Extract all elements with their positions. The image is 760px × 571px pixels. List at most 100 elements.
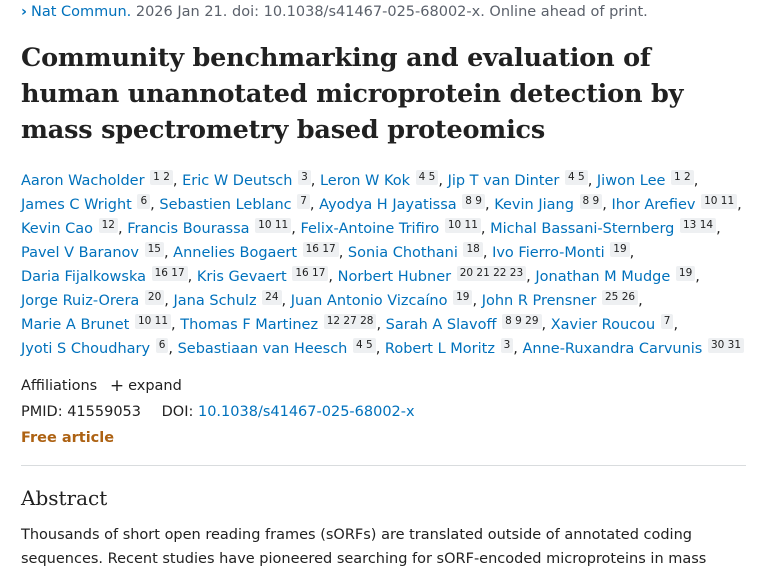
author-name-link[interactable]: Sebastiaan van Heesch bbox=[177, 341, 348, 357]
affiliation-number-button[interactable]: 13 14 bbox=[680, 218, 717, 233]
affiliation-number-button[interactable]: 6 bbox=[155, 338, 169, 353]
affiliations-expand-button[interactable]: + expand bbox=[109, 376, 182, 396]
affiliation-number-button[interactable]: 20 21 22 23 bbox=[456, 266, 527, 281]
author-item: Kevin Cao 12, bbox=[21, 218, 123, 237]
author-item: Juan Antonio Vizcaíno 19, bbox=[290, 290, 478, 309]
author-item: Leron W Kok 4 5, bbox=[319, 170, 443, 189]
author-name-link[interactable]: James C Wright bbox=[21, 197, 132, 213]
author-name-link[interactable]: Jyoti S Choudhary bbox=[21, 341, 151, 357]
author-item: Sebastien Leblanc 7, bbox=[159, 194, 315, 213]
affiliation-number-button[interactable]: 8 9 29 bbox=[502, 314, 542, 329]
author-name-link[interactable]: Leron W Kok bbox=[319, 173, 411, 189]
author-name-link[interactable]: Norbert Hubner bbox=[337, 269, 452, 285]
author-name-link[interactable]: Anne-Ruxandra Carvunis bbox=[522, 341, 703, 357]
affiliations-row: Affiliations + expand bbox=[21, 376, 182, 396]
affiliation-number-button[interactable]: 16 17 bbox=[302, 242, 339, 257]
author-name-link[interactable]: Daria Fijalkowska bbox=[21, 269, 146, 285]
author-name-link[interactable]: Francis Bourassa bbox=[127, 221, 250, 237]
author-name-link[interactable]: Ihor Arefiev bbox=[611, 197, 696, 213]
affiliation-number-button[interactable]: 3 bbox=[298, 170, 311, 185]
affiliation-number-button[interactable]: 10 11 bbox=[701, 194, 738, 209]
author-item: Ihor Arefiev 10 11, bbox=[611, 194, 742, 213]
affiliation-number-button[interactable]: 19 bbox=[610, 242, 630, 257]
author-name-link[interactable]: Jonathan M Mudge bbox=[535, 269, 671, 285]
author-name-link[interactable]: Sebastien Leblanc bbox=[159, 197, 292, 213]
affiliation-number-button[interactable]: 8 9 bbox=[462, 194, 485, 209]
affiliation-number-button[interactable]: 24 bbox=[262, 290, 282, 305]
pmid-label: PMID: bbox=[21, 404, 63, 420]
affiliation-number-button[interactable]: 10 11 bbox=[134, 314, 172, 329]
author-item: James C Wright 6, bbox=[21, 194, 155, 213]
affiliation-number-button[interactable]: 20 bbox=[144, 290, 165, 305]
affiliation-number-button[interactable]: 12 27 28 bbox=[323, 314, 377, 329]
author-item: Norbert Hubner 20 21 22 23, bbox=[337, 266, 531, 285]
author-item: Eric W Deutsch 3, bbox=[182, 170, 316, 189]
affiliation-number-button[interactable]: 4 5 bbox=[564, 170, 588, 185]
author-name-link[interactable]: Felix-Antoine Trifiro bbox=[300, 221, 440, 237]
author-name-link[interactable]: Sarah A Slavoff bbox=[385, 317, 497, 333]
author-item: Robert L Moritz 3, bbox=[384, 338, 518, 357]
author-name-link[interactable]: John R Prensner bbox=[481, 293, 597, 309]
affiliation-number-button[interactable]: 30 31 bbox=[707, 338, 745, 353]
author-item: Felix-Antoine Trifiro 10 11, bbox=[300, 218, 486, 237]
author-name-link[interactable]: Annelies Bogaert bbox=[173, 245, 298, 261]
free-article-badge: Free article bbox=[21, 430, 115, 446]
author-name-link[interactable]: Michal Bassani-Sternberg bbox=[490, 221, 675, 237]
author-name-link[interactable]: Jiwon Lee bbox=[596, 173, 666, 189]
author-name-link[interactable]: Jorge Ruiz-Orera bbox=[21, 293, 140, 309]
citation-details: 2026 Jan 21. doi: 10.1038/s41467-025-680… bbox=[135, 4, 648, 20]
affiliation-number-button[interactable]: 19 bbox=[675, 266, 696, 281]
affiliation-number-button[interactable]: 3 bbox=[500, 338, 514, 353]
author-name-link[interactable]: Sonia Chothani bbox=[347, 245, 458, 261]
author-item: Jip T van Dinter 4 5, bbox=[447, 170, 593, 189]
author-item: Sarah A Slavoff 8 9 29, bbox=[385, 314, 547, 333]
author-name-link[interactable]: Jana Schulz bbox=[173, 293, 257, 309]
affiliation-number-button[interactable]: 10 11 bbox=[444, 218, 481, 233]
abstract-heading: Abstract bbox=[21, 486, 108, 510]
author-name-link[interactable]: Jip T van Dinter bbox=[447, 173, 560, 189]
affiliation-number-button[interactable]: 25 26 bbox=[602, 290, 639, 305]
affiliation-number-button[interactable]: 4 5 bbox=[415, 170, 439, 185]
doi-link[interactable]: 10.1038/s41467-025-68002-x bbox=[197, 404, 415, 420]
author-name-link[interactable]: Kris Gevaert bbox=[196, 269, 287, 285]
affiliation-number-button[interactable]: 12 bbox=[98, 218, 118, 233]
author-name-link[interactable]: Pavel V Baranov bbox=[21, 245, 139, 261]
author-item: Jorge Ruiz-Orera 20, bbox=[21, 290, 169, 309]
affiliation-number-button[interactable]: 10 11 bbox=[255, 218, 292, 233]
author-name-link[interactable]: Ivo Fierro-Monti bbox=[492, 245, 605, 261]
author-item: Jyoti S Choudhary 6, bbox=[21, 338, 173, 357]
identifiers-row: PMID: 41559053 DOI: 10.1038/s41467-025-6… bbox=[21, 404, 415, 420]
author-name-link[interactable]: Juan Antonio Vizcaíno bbox=[290, 293, 448, 309]
author-name-link[interactable]: Kevin Cao bbox=[21, 221, 93, 237]
author-name-link[interactable]: Kevin Jiang bbox=[494, 197, 574, 213]
author-name-link[interactable]: Aaron Wacholder bbox=[21, 173, 145, 189]
journal-link[interactable]: Nat Commun. bbox=[30, 4, 132, 20]
affiliation-number-button[interactable]: 7 bbox=[297, 194, 310, 209]
author-name-link[interactable]: Thomas F Martinez bbox=[180, 317, 319, 333]
abstract-text: Thousands of short open reading frames (… bbox=[21, 527, 707, 567]
plus-icon: + bbox=[109, 376, 125, 396]
author-name-link[interactable]: Ayodya H Jayatissa bbox=[319, 197, 457, 213]
affiliation-number-button[interactable]: 6 bbox=[137, 194, 151, 209]
affiliation-number-button[interactable]: 4 5 bbox=[352, 338, 376, 353]
author-item: Ayodya H Jayatissa 8 9, bbox=[319, 194, 490, 213]
author-item: Thomas F Martinez 12 27 28, bbox=[180, 314, 382, 333]
affiliation-number-button[interactable]: 18 bbox=[463, 242, 483, 257]
author-name-link[interactable]: Robert L Moritz bbox=[384, 341, 495, 357]
author-name-link[interactable]: Eric W Deutsch bbox=[182, 173, 293, 189]
author-item: Kris Gevaert 16 17, bbox=[196, 266, 334, 285]
affiliation-number-button[interactable]: 19 bbox=[453, 290, 473, 305]
affiliation-number-button[interactable]: 1 2 bbox=[671, 170, 694, 185]
author-name-link[interactable]: Marie A Brunet bbox=[21, 317, 130, 333]
affiliation-number-button[interactable]: 7 bbox=[660, 314, 674, 329]
affiliation-number-button[interactable]: 1 2 bbox=[150, 170, 173, 185]
author-item: Jana Schulz 24, bbox=[173, 290, 287, 309]
affiliation-number-button[interactable]: 8 9 bbox=[579, 194, 603, 209]
author-name-link[interactable]: Xavier Roucou bbox=[550, 317, 656, 333]
affiliation-number-button[interactable]: 16 17 bbox=[292, 266, 329, 281]
affiliation-number-button[interactable]: 15 bbox=[144, 242, 164, 257]
citation-line: › Nat Commun. 2026 Jan 21. doi: 10.1038/s… bbox=[21, 4, 648, 20]
author-item: John R Prensner 25 26, bbox=[481, 290, 643, 309]
doi-label: DOI: bbox=[161, 404, 194, 420]
affiliation-number-button[interactable]: 16 17 bbox=[151, 266, 188, 281]
